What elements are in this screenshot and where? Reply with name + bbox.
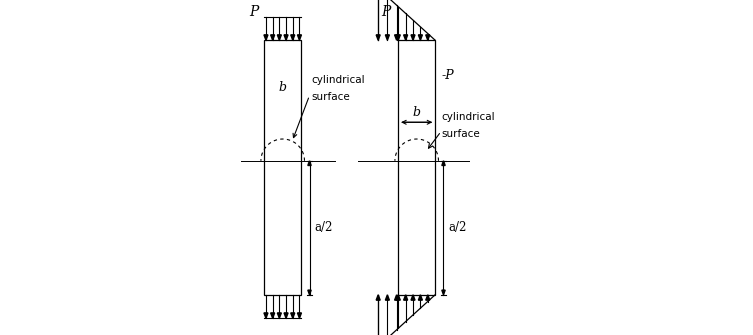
Polygon shape <box>425 35 430 40</box>
Polygon shape <box>419 35 422 40</box>
Text: -P: -P <box>442 69 455 82</box>
Text: cylindrical: cylindrical <box>442 112 495 122</box>
Polygon shape <box>376 295 380 300</box>
Polygon shape <box>264 313 268 318</box>
Polygon shape <box>264 35 268 40</box>
Polygon shape <box>386 295 389 300</box>
Text: cylindrical: cylindrical <box>311 75 364 85</box>
Polygon shape <box>277 35 282 40</box>
Polygon shape <box>297 35 301 40</box>
Text: a/2: a/2 <box>449 221 467 234</box>
Bar <box>398 40 435 295</box>
Text: P: P <box>381 5 391 19</box>
Polygon shape <box>291 35 294 40</box>
Polygon shape <box>308 161 311 165</box>
Polygon shape <box>277 313 282 318</box>
Bar <box>264 40 301 295</box>
Polygon shape <box>270 313 275 318</box>
Text: b: b <box>413 106 421 119</box>
Polygon shape <box>270 35 275 40</box>
Polygon shape <box>396 35 401 40</box>
Polygon shape <box>291 313 294 318</box>
Polygon shape <box>308 290 311 295</box>
Polygon shape <box>376 35 380 40</box>
Polygon shape <box>284 313 288 318</box>
Polygon shape <box>442 161 445 165</box>
Polygon shape <box>411 295 415 300</box>
Polygon shape <box>386 35 389 40</box>
Polygon shape <box>404 35 407 40</box>
Polygon shape <box>395 295 398 300</box>
Text: b: b <box>279 81 287 93</box>
Polygon shape <box>411 35 415 40</box>
Text: surface: surface <box>311 92 350 102</box>
Polygon shape <box>395 35 398 40</box>
Polygon shape <box>419 295 422 300</box>
Polygon shape <box>284 35 288 40</box>
Text: P: P <box>249 5 258 19</box>
Text: surface: surface <box>442 129 480 139</box>
Polygon shape <box>404 295 407 300</box>
Polygon shape <box>297 313 301 318</box>
Polygon shape <box>442 290 445 295</box>
Polygon shape <box>425 295 430 300</box>
Text: a/2: a/2 <box>315 221 333 234</box>
Polygon shape <box>396 295 401 300</box>
